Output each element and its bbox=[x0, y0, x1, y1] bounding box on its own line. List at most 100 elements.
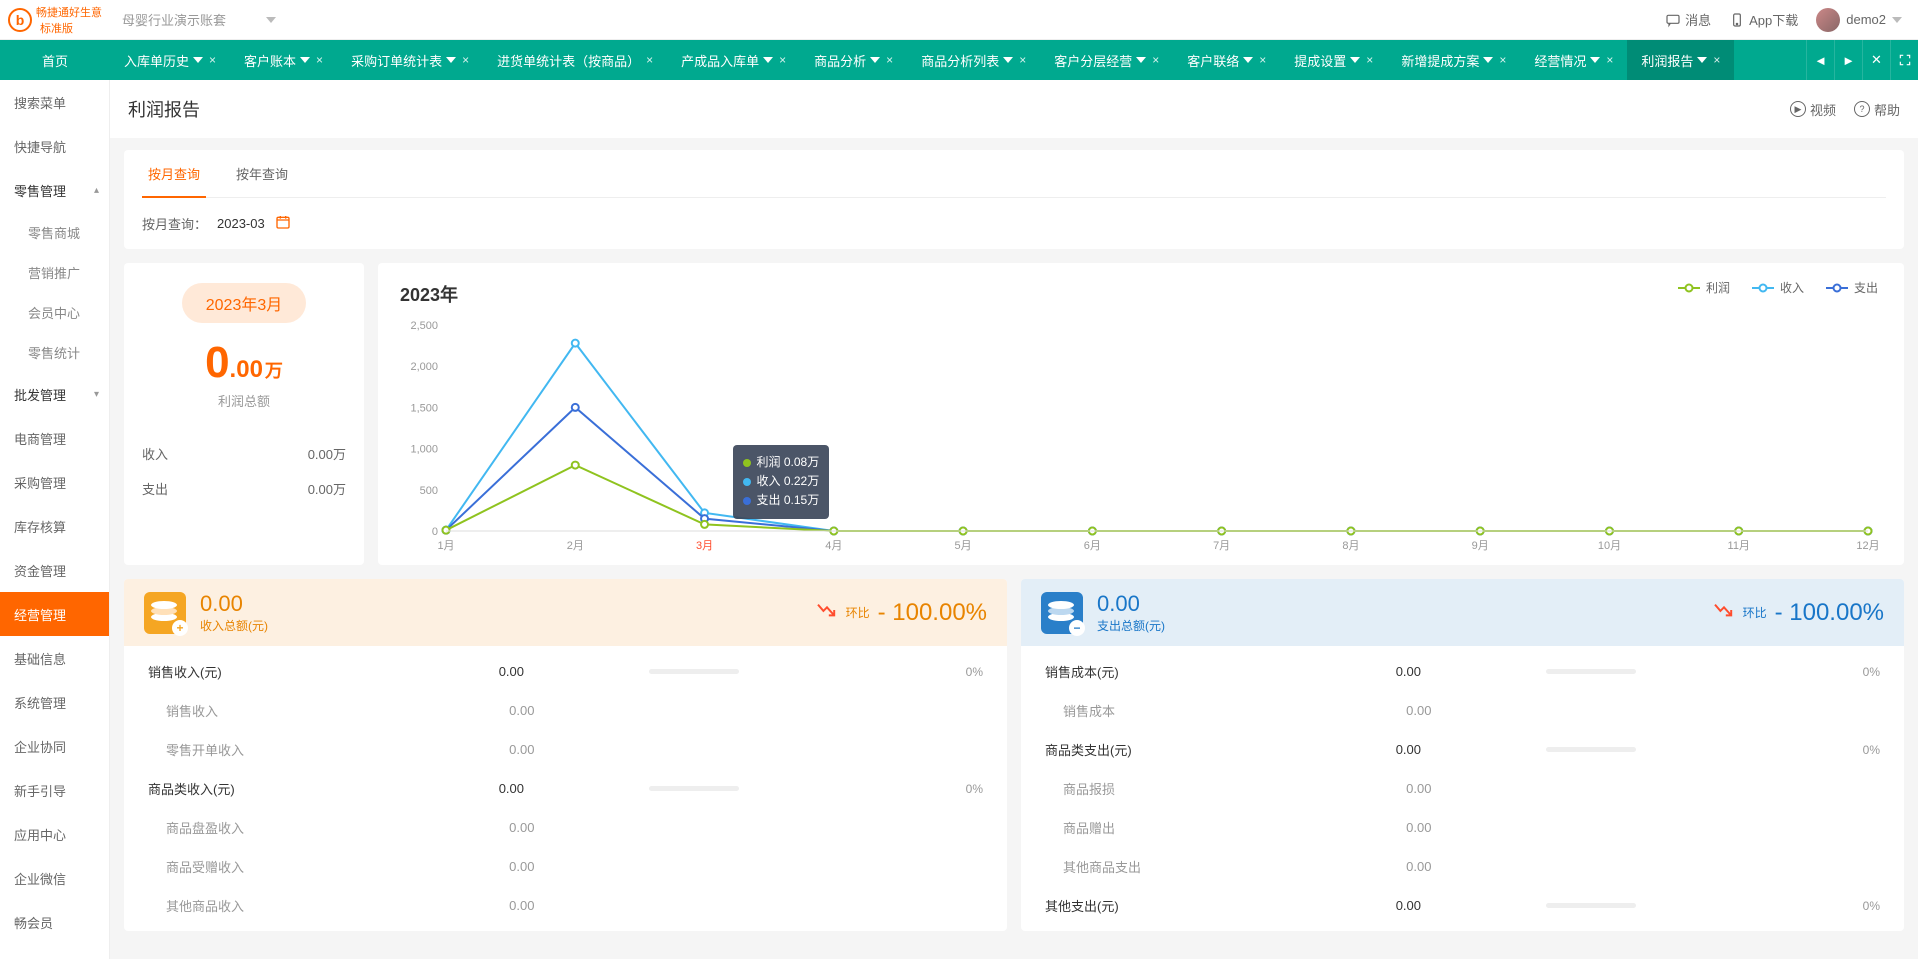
app-download-label: App下载 bbox=[1749, 10, 1798, 29]
chevron-down-icon bbox=[300, 57, 310, 63]
line-chart[interactable]: 05001,0001,5002,0002,5001月2月3月4月5月6月7月8月… bbox=[396, 315, 1886, 555]
sidebar-item[interactable]: 批发管理▾ bbox=[0, 372, 109, 416]
org-selector[interactable]: 母婴行业演示账套 bbox=[122, 10, 276, 29]
tabs-scroll-left[interactable]: ◄ bbox=[1806, 40, 1834, 80]
data-row: 商品赠出0.00 bbox=[1021, 808, 1904, 847]
chevron-down-icon bbox=[1892, 17, 1902, 23]
svg-text:1,000: 1,000 bbox=[410, 444, 438, 456]
sidebar-item[interactable]: 经营管理 bbox=[0, 592, 109, 636]
close-icon[interactable]: × bbox=[1366, 53, 1373, 67]
sidebar-item[interactable]: 企业协同 bbox=[0, 724, 109, 768]
sidebar-item[interactable]: 快捷导航 bbox=[0, 124, 109, 168]
tab[interactable]: 入库单历史× bbox=[110, 40, 230, 80]
sidebar-item[interactable]: 资金管理 bbox=[0, 548, 109, 592]
data-row: 其他商品支出0.00 bbox=[1021, 847, 1904, 886]
legend-item[interactable]: 利润 bbox=[1678, 279, 1730, 296]
tab[interactable]: 商品分析列表× bbox=[907, 40, 1040, 80]
tab[interactable]: 新增提成方案× bbox=[1387, 40, 1520, 80]
sidebar-item[interactable]: 会员中心 bbox=[0, 292, 109, 332]
close-icon[interactable]: × bbox=[1499, 53, 1506, 67]
chevron-down-icon bbox=[1136, 57, 1146, 63]
profit-total: 0.00万 bbox=[142, 341, 346, 385]
tabs-bar: 首页 入库单历史×客户账本×采购订单统计表×进货单统计表（按商品）×产成品入库单… bbox=[0, 40, 1918, 80]
chevron-down-icon bbox=[193, 57, 203, 63]
messages-button[interactable]: 消息 bbox=[1665, 10, 1711, 29]
help-button[interactable]: ? 帮助 bbox=[1854, 100, 1900, 119]
sidebar-item[interactable]: 系统管理 bbox=[0, 680, 109, 724]
sidebar-item[interactable]: 新手引导 bbox=[0, 768, 109, 812]
tabs-scroll-right[interactable]: ► bbox=[1834, 40, 1862, 80]
close-icon[interactable]: × bbox=[1152, 53, 1159, 67]
progress-bar bbox=[649, 786, 739, 791]
data-row: 商品类支出(元)0.000% bbox=[1021, 730, 1904, 769]
close-icon[interactable]: × bbox=[1019, 53, 1026, 67]
tab[interactable]: 商品分析× bbox=[800, 40, 907, 80]
hb-label: 环比 bbox=[1743, 604, 1767, 621]
summary-row: 支出0.00万 bbox=[142, 471, 346, 506]
sidebar-item[interactable]: 零售统计 bbox=[0, 332, 109, 372]
close-icon[interactable]: × bbox=[316, 53, 323, 67]
coins-icon: + bbox=[144, 592, 186, 634]
chevron-down-icon bbox=[266, 17, 276, 23]
fullscreen-button[interactable] bbox=[1890, 40, 1918, 80]
sidebar-item[interactable]: 营销推广 bbox=[0, 252, 109, 292]
tab[interactable]: 采购订单统计表× bbox=[337, 40, 483, 80]
close-icon[interactable]: × bbox=[1713, 53, 1720, 67]
chevron-down-icon bbox=[446, 57, 456, 63]
sidebar-item[interactable]: 零售管理▴ bbox=[0, 168, 109, 212]
data-row: 销售成本0.00 bbox=[1021, 691, 1904, 730]
legend-item[interactable]: 收入 bbox=[1752, 279, 1804, 296]
sidebar-item[interactable]: 畅会员 bbox=[0, 900, 109, 944]
data-row: 商品受赠收入0.00 bbox=[124, 847, 1007, 886]
legend-swatch-icon bbox=[1678, 283, 1700, 293]
tabs-close-all[interactable]: ✕ bbox=[1862, 40, 1890, 80]
svg-text:6月: 6月 bbox=[1084, 540, 1101, 552]
svg-text:8月: 8月 bbox=[1342, 540, 1359, 552]
tab[interactable]: 客户账本× bbox=[230, 40, 337, 80]
tab[interactable]: 利润报告× bbox=[1627, 40, 1734, 80]
app-download-button[interactable]: App下载 bbox=[1729, 10, 1798, 29]
product-name: 畅捷通好生意 bbox=[36, 4, 102, 20]
svg-text:11月: 11月 bbox=[1728, 540, 1750, 552]
sidebar-item[interactable]: 企业微信 bbox=[0, 856, 109, 900]
summary-card: 2023年3月 0.00万 利润总额 收入0.00万支出0.00万 bbox=[124, 263, 364, 565]
tab-home[interactable]: 首页 bbox=[0, 40, 110, 80]
close-icon[interactable]: × bbox=[1259, 53, 1266, 67]
close-icon[interactable]: × bbox=[1606, 53, 1613, 67]
sidebar-item[interactable]: 搜索菜单 bbox=[0, 80, 109, 124]
video-help-button[interactable]: ▶ 视频 bbox=[1790, 100, 1836, 119]
filter-date[interactable]: 2023-03 bbox=[217, 216, 265, 231]
tab[interactable]: 经营情况× bbox=[1520, 40, 1627, 80]
sidebar-item[interactable]: 电商管理 bbox=[0, 416, 109, 460]
filter-card: 按月查询按年查询 按月查询： 2023-03 bbox=[124, 150, 1904, 249]
tab[interactable]: 进货单统计表（按商品）× bbox=[483, 40, 667, 80]
sidebar-item[interactable]: 采购管理 bbox=[0, 460, 109, 504]
tab[interactable]: 产成品入库单× bbox=[667, 40, 800, 80]
expense-panel: − 0.00 支出总额(元) 环比 - 100.00% 销售成本(元)0.000… bbox=[1021, 579, 1904, 931]
tab[interactable]: 提成设置× bbox=[1280, 40, 1387, 80]
sidebar-item[interactable]: 库存核算 bbox=[0, 504, 109, 548]
sidebar-item[interactable]: 基础信息 bbox=[0, 636, 109, 680]
legend-item[interactable]: 支出 bbox=[1826, 279, 1878, 296]
close-icon[interactable]: × bbox=[462, 53, 469, 67]
svg-text:7月: 7月 bbox=[1213, 540, 1230, 552]
calendar-icon[interactable] bbox=[275, 214, 291, 233]
svg-text:2,000: 2,000 bbox=[410, 361, 438, 373]
hb-label: 环比 bbox=[846, 604, 870, 621]
page-title: 利润报告 bbox=[128, 96, 200, 122]
sidebar-item[interactable]: 应用中心 bbox=[0, 812, 109, 856]
data-row: 销售收入0.00 bbox=[124, 691, 1007, 730]
close-icon[interactable]: × bbox=[779, 53, 786, 67]
close-icon[interactable]: × bbox=[886, 53, 893, 67]
sub-tab[interactable]: 按月查询 bbox=[142, 150, 206, 197]
close-icon[interactable]: × bbox=[646, 53, 653, 67]
close-icon[interactable]: × bbox=[209, 53, 216, 67]
user-menu[interactable]: demo2 bbox=[1816, 8, 1902, 32]
tab[interactable]: 客户联络× bbox=[1173, 40, 1280, 80]
sub-tab[interactable]: 按年查询 bbox=[230, 150, 294, 197]
logo: b 畅捷通好生意 标准版 bbox=[0, 4, 110, 36]
panel-pct: - 100.00% bbox=[1775, 599, 1884, 627]
sidebar-item[interactable]: 零售商城 bbox=[0, 212, 109, 252]
tab[interactable]: 客户分层经营× bbox=[1040, 40, 1173, 80]
messages-label: 消息 bbox=[1685, 10, 1711, 29]
